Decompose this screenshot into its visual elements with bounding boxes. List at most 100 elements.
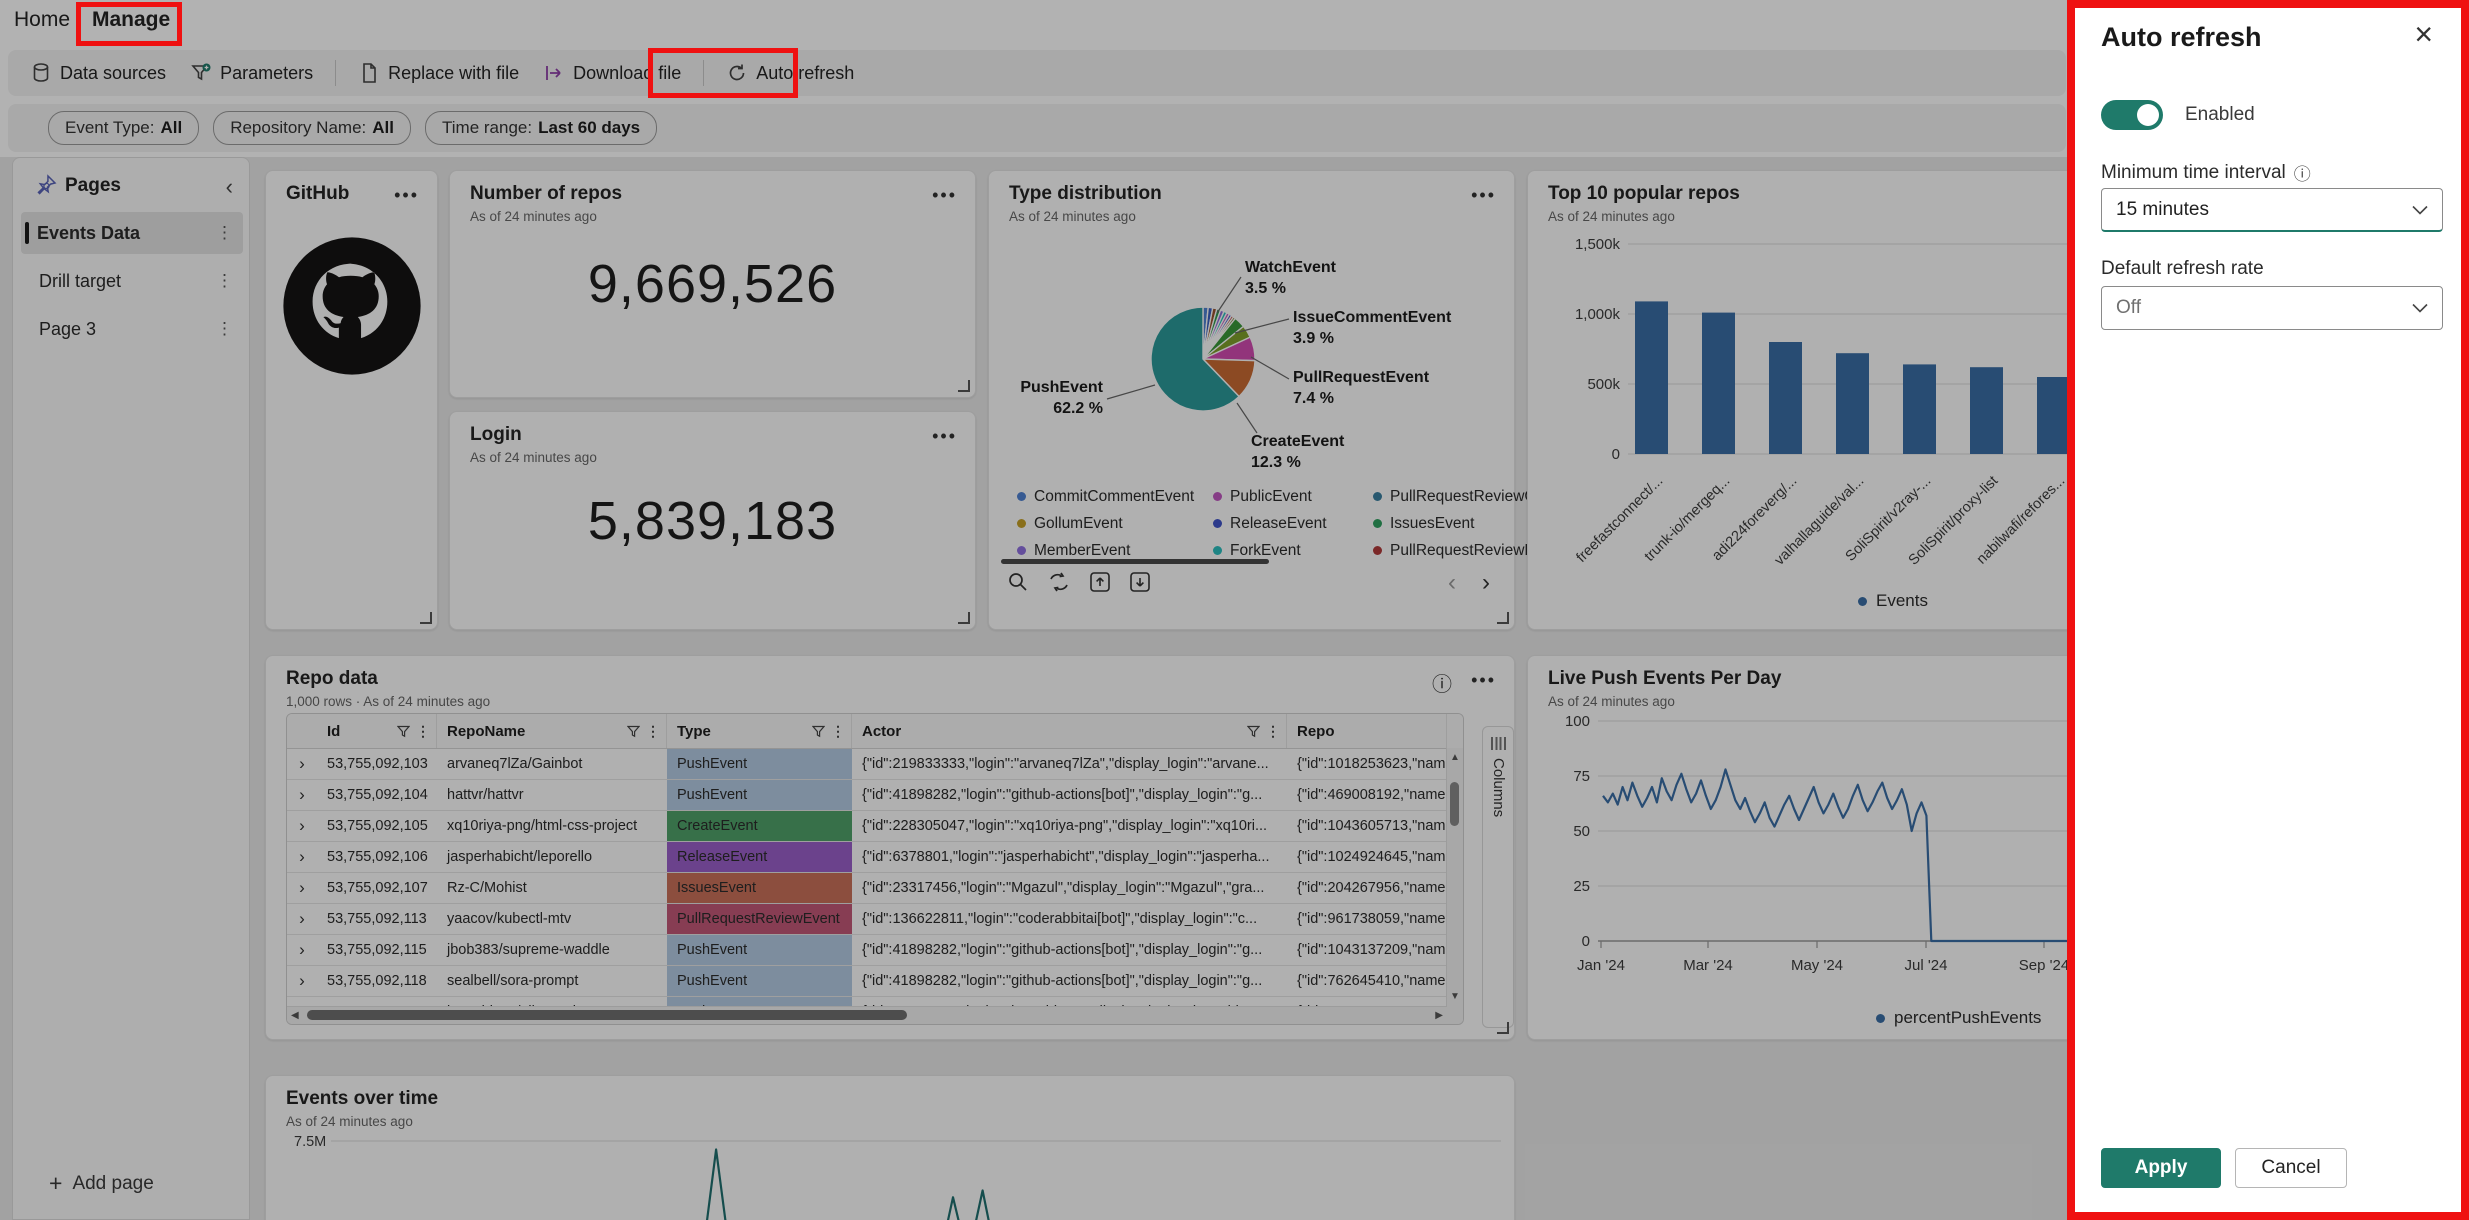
tile-resize-handle[interactable]	[1497, 612, 1509, 624]
sidebar-item-drill-target[interactable]: Drill target ⋮	[21, 260, 243, 302]
tile-menu-button[interactable]: •••	[1471, 670, 1496, 690]
tile-menu-button[interactable]: •••	[1471, 185, 1496, 205]
row-expander-icon[interactable]: ›	[299, 971, 305, 990]
add-page-button[interactable]: + Add page	[49, 1170, 154, 1197]
filter-icon[interactable]	[1247, 725, 1260, 738]
bar-freefastconnect/...[interactable]	[1635, 301, 1668, 454]
filter-pill-2[interactable]: Repository Name: All	[213, 111, 411, 145]
bar-nabilwafi/refores...[interactable]	[2037, 377, 2070, 454]
kebab-menu-icon[interactable]: ⋮	[416, 722, 430, 739]
kebab-menu-icon[interactable]: ⋮	[216, 271, 233, 290]
info-icon[interactable]: ⓘ	[2293, 165, 2311, 184]
filter-pill-3[interactable]: Time range: Last 60 days	[425, 111, 658, 145]
table-row[interactable]: › 53,755,092,105 xq10riya-png/html-css-pro…	[287, 811, 1463, 842]
scroll-left-icon[interactable]: ◀	[291, 1010, 299, 1021]
row-expander-icon[interactable]: ›	[299, 878, 305, 897]
row-expander-icon[interactable]: ›	[299, 785, 305, 804]
apply-button[interactable]: Apply	[2101, 1148, 2221, 1188]
table-row[interactable]: › 53,755,092,104 hattvr/hattvr PushEvent {"i…	[287, 780, 1463, 811]
legend-scrollbar[interactable]	[1001, 559, 1269, 564]
table-row[interactable]: › 53,755,092,118 sealbell/sora-prompt PushE…	[287, 966, 1463, 997]
legend-item[interactable]: CommitCommentEvent	[1017, 483, 1213, 510]
column-header-Type[interactable]: Type ⋮	[667, 714, 852, 748]
bar-adi224foreverg/...[interactable]	[1769, 342, 1802, 454]
download-file-button[interactable]: Download file	[533, 55, 691, 91]
legend-item[interactable]: MemberEvent	[1017, 537, 1213, 564]
kebab-menu-icon[interactable]: ⋮	[216, 319, 233, 338]
kebab-menu-icon[interactable]: ⋮	[1266, 722, 1280, 739]
tile-resize-handle[interactable]	[420, 612, 432, 624]
row-expander-icon[interactable]: ›	[299, 940, 305, 959]
y-axis-tick: 25	[1573, 878, 1590, 895]
column-header-Id[interactable]: Id ⋮	[317, 714, 437, 748]
move-up-icon[interactable]	[1089, 571, 1111, 593]
scroll-down-icon[interactable]: ▼	[1450, 991, 1460, 1002]
legend-item[interactable]: PullRequestReviewEvent	[1373, 537, 1541, 564]
auto-refresh-button[interactable]: Auto refresh	[716, 55, 864, 91]
scroll-right-icon[interactable]: ▶	[1435, 1010, 1443, 1021]
row-expander-icon[interactable]: ›	[299, 754, 305, 773]
parameters-button[interactable]: Parameters	[180, 55, 323, 91]
swap-refresh-icon[interactable]	[1047, 571, 1071, 593]
row-expander-icon[interactable]: ›	[299, 816, 305, 835]
cancel-button[interactable]: Cancel	[2235, 1148, 2347, 1188]
column-header-Repo[interactable]: Repo	[1287, 714, 1447, 748]
sidebar-item-events-data[interactable]: Events Data ⋮	[21, 212, 243, 254]
next-page-icon[interactable]: ›	[1482, 569, 1490, 596]
legend-item[interactable]: GollumEvent	[1017, 510, 1213, 537]
legend-item[interactable]: PublicEvent	[1213, 483, 1373, 510]
kebab-menu-icon[interactable]: ⋮	[831, 722, 845, 739]
sidebar-item-page-3[interactable]: Page 3 ⋮	[21, 308, 243, 350]
collapse-sidebar-icon[interactable]: ‹	[225, 174, 233, 199]
table-row[interactable]: › 53,755,092,113 yaacov/kubectl-mtv PullReq…	[287, 904, 1463, 935]
tile-resize-handle[interactable]	[958, 380, 970, 392]
filter-pill-1[interactable]: Event Type: All	[48, 111, 200, 145]
kebab-menu-icon[interactable]: ⋮	[216, 223, 233, 242]
close-icon[interactable]: ×	[2414, 16, 2433, 52]
tile-menu-button[interactable]: •••	[932, 185, 957, 205]
legend-item[interactable]: IssuesEvent	[1373, 510, 1541, 537]
tab-home[interactable]: Home	[14, 8, 71, 31]
column-header-Actor[interactable]: Actor ⋮	[852, 714, 1287, 748]
table-row[interactable]: › 53,755,092,115 jbob383/supreme-waddle Pus…	[287, 935, 1463, 966]
columns-side-tab[interactable]: Columns	[1482, 726, 1514, 1028]
row-expander-icon[interactable]: ›	[299, 847, 305, 866]
legend-item[interactable]: ForkEvent	[1213, 537, 1373, 564]
legend-item[interactable]: PullRequestReviewComr	[1373, 483, 1541, 510]
tab-manage[interactable]: Manage	[92, 8, 171, 31]
data-sources-button[interactable]: Data sources	[20, 55, 176, 91]
bar-SoliSpirit/proxy-list[interactable]	[1970, 367, 2003, 454]
table-row[interactable]: › 53,755,092,106 jasperhabicht/leporello Re…	[287, 842, 1463, 873]
filter-icon[interactable]	[627, 725, 640, 738]
kebab-menu-icon[interactable]: ⋮	[646, 722, 660, 739]
replace-with-file-button[interactable]: Replace with file	[348, 55, 529, 91]
horizontal-scroll-thumb[interactable]	[307, 1010, 907, 1020]
horizontal-scrollbar[interactable]: ◀ ▶	[287, 1006, 1447, 1024]
column-header-RepoName[interactable]: RepoName ⋮	[437, 714, 667, 748]
vertical-scroll-thumb[interactable]	[1450, 782, 1459, 826]
bar-SoliSpirit/v2ray-...[interactable]	[1903, 364, 1936, 454]
tile-menu-button[interactable]: •••	[932, 426, 957, 446]
legend-item[interactable]: ReleaseEvent	[1213, 510, 1373, 537]
bar-trunk-io/mergeq...[interactable]	[1702, 312, 1735, 454]
info-icon[interactable]: ⓘ	[1432, 674, 1452, 696]
prev-page-icon[interactable]: ‹	[1448, 569, 1456, 596]
table-row[interactable]: › 53,755,092,103 arvaneq7lZa/Gainbot PushEv…	[287, 749, 1463, 780]
refresh-rate-select[interactable]: Off	[2101, 286, 2443, 330]
tile-resize-handle[interactable]	[958, 612, 970, 624]
tile-title: GitHub	[286, 183, 350, 204]
table-row[interactable]: › 53,755,092,107 Rz-C/Mohist IssuesEvent {"i…	[287, 873, 1463, 904]
move-down-icon[interactable]	[1129, 571, 1151, 593]
min-interval-select[interactable]: 15 minutes	[2101, 188, 2443, 232]
row-expander-icon[interactable]: ›	[299, 909, 305, 928]
bar-valhallaguide/val...[interactable]	[1836, 353, 1869, 454]
scroll-up-icon[interactable]: ▲	[1450, 752, 1460, 763]
zoom-icon[interactable]	[1007, 571, 1029, 593]
tile-menu-button[interactable]: •••	[394, 185, 419, 205]
pie-slice-PushEvent[interactable]	[1150, 306, 1241, 412]
vertical-scrollbar[interactable]: ▲ ▼	[1446, 748, 1463, 1024]
tile-resize-handle[interactable]	[1497, 1022, 1509, 1034]
filter-icon[interactable]	[812, 725, 825, 738]
filter-icon[interactable]	[397, 725, 410, 738]
enabled-toggle[interactable]	[2101, 100, 2163, 130]
